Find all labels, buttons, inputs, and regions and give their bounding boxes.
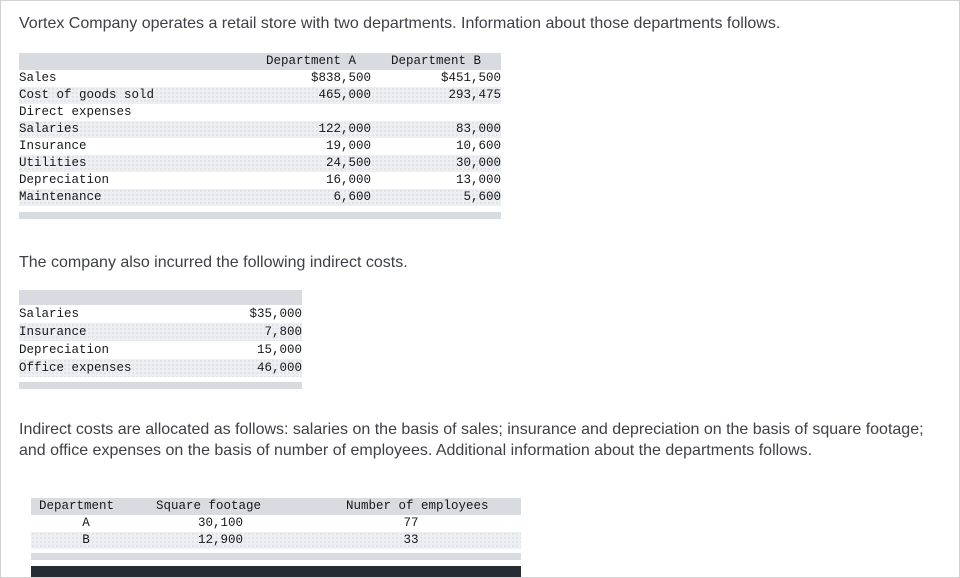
indirect-costs-table-header-strip — [19, 290, 302, 305]
row-label: Sales — [19, 71, 57, 85]
spacer — [19, 377, 302, 382]
department-b-header: Department B — [390, 54, 481, 68]
dept-b-value: 10,600 — [455, 139, 501, 153]
row-label: Insurance — [19, 325, 87, 339]
department-a-header: Department A — [265, 54, 356, 68]
table-row-utilities: Utilities 24,500 30,000 — [19, 155, 501, 172]
blank-header-cell — [19, 53, 251, 70]
dept-b-value: 30,000 — [455, 156, 501, 170]
cost-value: 46,000 — [256, 361, 302, 375]
row-label: Utilities — [19, 156, 87, 170]
allocation-table-grid: Department Square footage Number of empl… — [31, 498, 521, 549]
department-cell: A — [82, 516, 90, 530]
dept-a-value: 24,500 — [325, 156, 371, 170]
departments-table-bottom-strip — [19, 212, 501, 219]
dept-b-value: $451,500 — [440, 71, 501, 85]
dept-b-value: 83,000 — [455, 122, 501, 136]
table-row-maintenance: Maintenance 6,600 5,600 — [19, 189, 501, 206]
allocation-table: Department Square footage Number of empl… — [31, 498, 521, 560]
table-row-sales: Sales $838,500 $451,500 — [19, 70, 501, 87]
dept-a-value: 122,000 — [318, 122, 371, 136]
square-footage-cell: 12,900 — [197, 533, 243, 547]
department-column-header: Department — [39, 499, 115, 513]
square-footage-cell: 30,100 — [197, 516, 243, 530]
table-row-indirect-salaries: Salaries $35,000 — [19, 305, 302, 323]
dept-a-value: 19,000 — [325, 139, 371, 153]
table-row-insurance: Insurance 19,000 10,600 — [19, 138, 501, 155]
row-label: Cost of goods sold — [19, 88, 155, 102]
cost-value: 7,800 — [264, 325, 302, 339]
cutoff-dark-bar — [31, 566, 521, 577]
table-row-salaries: Salaries 122,000 83,000 — [19, 121, 501, 138]
row-label: Direct expenses — [19, 105, 132, 119]
dept-b-value — [371, 104, 501, 121]
table-row-indirect-insurance: Insurance 7,800 — [19, 323, 302, 341]
row-label: Salaries — [19, 122, 80, 136]
row-label: Insurance — [19, 139, 87, 153]
spacer — [19, 206, 501, 212]
dept-a-value: 465,000 — [318, 88, 371, 102]
allocation-paragraph: Indirect costs are allocated as follows:… — [19, 421, 924, 459]
department-cell: B — [82, 533, 90, 547]
indirect-costs-intro: The company also incurred the following … — [19, 254, 408, 271]
table-row-department-a: A 30,100 77 — [31, 515, 521, 532]
dept-a-value: 16,000 — [325, 173, 371, 187]
dept-a-value — [251, 104, 371, 121]
dept-a-value: $838,500 — [310, 71, 371, 85]
row-label: Depreciation — [19, 343, 110, 357]
dept-b-value: 13,000 — [455, 173, 501, 187]
cost-value: $35,000 — [249, 307, 302, 321]
departments-table-grid: Department A Department B Sales $838,500… — [19, 53, 501, 206]
table-row-indirect-office-expenses: Office expenses 46,000 — [19, 359, 302, 377]
cost-value: 15,000 — [256, 343, 302, 357]
row-label: Maintenance — [19, 190, 102, 204]
table-row-direct-expenses: Direct expenses — [19, 104, 501, 121]
dept-b-value: 5,600 — [463, 190, 501, 204]
table-row-department-b: B 12,900 33 — [31, 532, 521, 549]
row-label: Depreciation — [19, 173, 110, 187]
indirect-costs-table: Salaries $35,000 Insurance 7,800 Depreci… — [19, 290, 302, 389]
dept-b-value: 293,475 — [448, 88, 501, 102]
row-label: Salaries — [19, 307, 80, 321]
intro-paragraph: Vortex Company operates a retail store w… — [19, 15, 781, 32]
square-footage-column-header: Square footage — [156, 499, 262, 513]
dept-a-value: 6,600 — [333, 190, 371, 204]
indirect-costs-table-grid: Salaries $35,000 Insurance 7,800 Depreci… — [19, 305, 302, 377]
departments-table-header-row: Department A Department B — [19, 53, 501, 70]
employees-column-header: Number of employees — [346, 499, 489, 513]
row-label: Office expenses — [19, 361, 132, 375]
allocation-table-bottom-strip — [31, 553, 521, 560]
table-row-cogs: Cost of goods sold 465,000 293,475 — [19, 87, 501, 104]
spacer — [31, 549, 521, 553]
employees-cell: 77 — [403, 516, 419, 530]
table-row-indirect-depreciation: Depreciation 15,000 — [19, 341, 302, 359]
departments-table: Department A Department B Sales $838,500… — [19, 53, 501, 219]
employees-cell: 33 — [403, 533, 419, 547]
table-row-depreciation: Depreciation 16,000 13,000 — [19, 172, 501, 189]
indirect-costs-table-bottom-strip — [19, 382, 302, 389]
allocation-table-header-row: Department Square footage Number of empl… — [31, 498, 521, 515]
